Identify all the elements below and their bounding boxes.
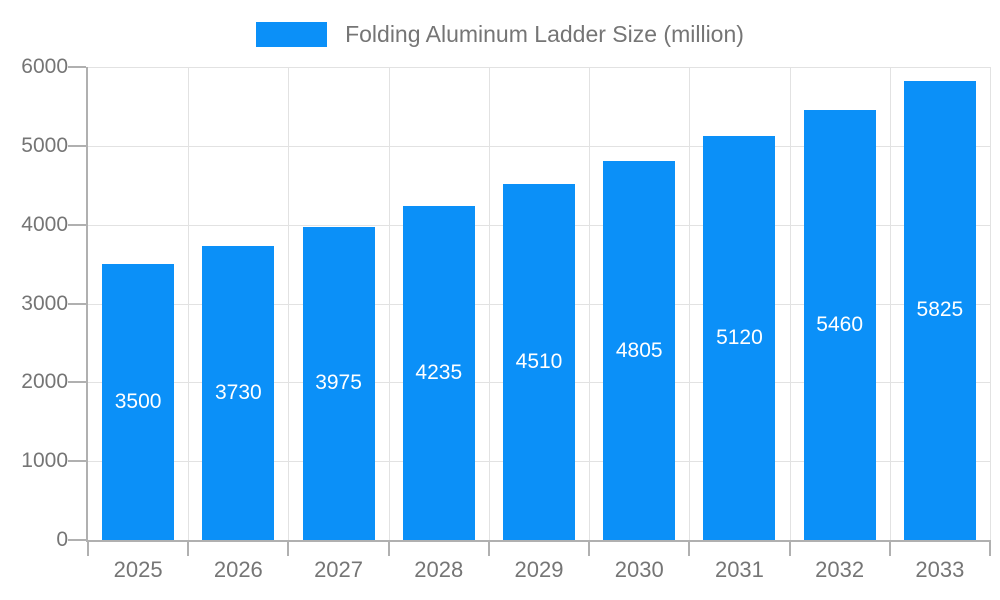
gridline-vertical bbox=[288, 67, 290, 540]
x-axis-tick bbox=[788, 540, 791, 556]
gridline-vertical bbox=[789, 67, 791, 540]
gridline-horizontal bbox=[88, 145, 990, 147]
x-axis-tick bbox=[888, 540, 891, 556]
plot-area: 3500 3730 3975 4235 4510 4805 5120 5460 5825 bbox=[68, 66, 991, 556]
bar-2029[interactable] bbox=[503, 184, 575, 540]
x-axis-tick-label: 2033 bbox=[915, 557, 965, 582]
bar-value-label: 3730 bbox=[214, 380, 262, 404]
y-axis-tick-label: 3000 bbox=[21, 291, 68, 315]
x-axis-tick bbox=[588, 540, 591, 556]
x-axis-tick bbox=[187, 540, 190, 556]
bar-2033[interactable] bbox=[903, 80, 976, 540]
x-axis-tick-label: 2030 bbox=[614, 557, 664, 582]
x-axis-tick bbox=[387, 540, 390, 556]
gridline-vertical bbox=[388, 67, 390, 540]
legend-swatch[interactable] bbox=[256, 21, 328, 47]
y-axis-line bbox=[86, 67, 88, 540]
gridline-vertical bbox=[589, 67, 591, 540]
bar-2025[interactable] bbox=[102, 264, 175, 540]
x-axis-tick-label: 2028 bbox=[414, 557, 464, 582]
bar-value-label: 5825 bbox=[916, 298, 964, 322]
y-axis-tick bbox=[68, 302, 86, 305]
y-axis-tick-label: 2000 bbox=[21, 370, 68, 394]
bar-2032[interactable] bbox=[803, 109, 876, 540]
x-axis-tick-label: 2026 bbox=[213, 557, 263, 582]
legend: Folding Aluminum Ladder Size (million) bbox=[0, 20, 1000, 48]
y-axis-tick bbox=[68, 381, 86, 384]
bar-2028[interactable] bbox=[402, 206, 475, 540]
bar-2031[interactable] bbox=[703, 136, 776, 540]
bar-value-label: 4805 bbox=[615, 338, 663, 362]
x-axis-tick bbox=[87, 540, 89, 556]
x-axis-tick-label: 2031 bbox=[714, 557, 764, 582]
x-axis-line bbox=[86, 540, 990, 542]
x-axis-tick-label: 2032 bbox=[815, 557, 865, 582]
bar-2027[interactable] bbox=[302, 226, 375, 540]
bar-value-label: 4235 bbox=[415, 361, 463, 385]
y-axis-tick-label: 4000 bbox=[21, 212, 68, 236]
bar-2026[interactable] bbox=[202, 245, 275, 540]
y-axis-tick bbox=[68, 144, 86, 147]
x-axis-tick bbox=[487, 540, 490, 556]
gridline-horizontal bbox=[88, 67, 990, 68]
y-axis-tick-label: 1000 bbox=[21, 449, 68, 473]
y-axis-tick bbox=[68, 66, 86, 68]
bar-2030[interactable] bbox=[603, 161, 676, 540]
gridline-vertical bbox=[889, 67, 891, 540]
legend-label[interactable]: Folding Aluminum Ladder Size (million) bbox=[345, 20, 744, 47]
x-axis-tick-label: 2027 bbox=[314, 557, 364, 582]
y-axis-tick-label: 5000 bbox=[21, 133, 68, 157]
bar-value-label: 3500 bbox=[114, 390, 162, 414]
bar-value-label: 4510 bbox=[515, 350, 563, 374]
y-axis-tick bbox=[68, 223, 86, 226]
gridline-vertical bbox=[488, 67, 490, 540]
y-axis-tick-label: 0 bbox=[56, 528, 68, 551]
x-axis-tick bbox=[688, 540, 691, 556]
x-axis-tick bbox=[989, 540, 991, 556]
bar-value-label: 5460 bbox=[816, 312, 864, 336]
x-axis-tick-label: 2029 bbox=[514, 557, 564, 582]
gridline-vertical bbox=[188, 67, 190, 540]
y-axis-tick bbox=[68, 460, 86, 463]
y-axis-tick bbox=[68, 539, 86, 541]
x-axis-tick-label: 2025 bbox=[113, 557, 163, 582]
gridline-vertical bbox=[689, 67, 691, 540]
bar-value-label: 3975 bbox=[315, 371, 362, 395]
y-axis-tick-label: 6000 bbox=[21, 55, 68, 78]
x-axis-tick bbox=[287, 540, 290, 556]
bar-value-label: 5120 bbox=[716, 326, 763, 350]
gridline-vertical bbox=[990, 67, 991, 540]
